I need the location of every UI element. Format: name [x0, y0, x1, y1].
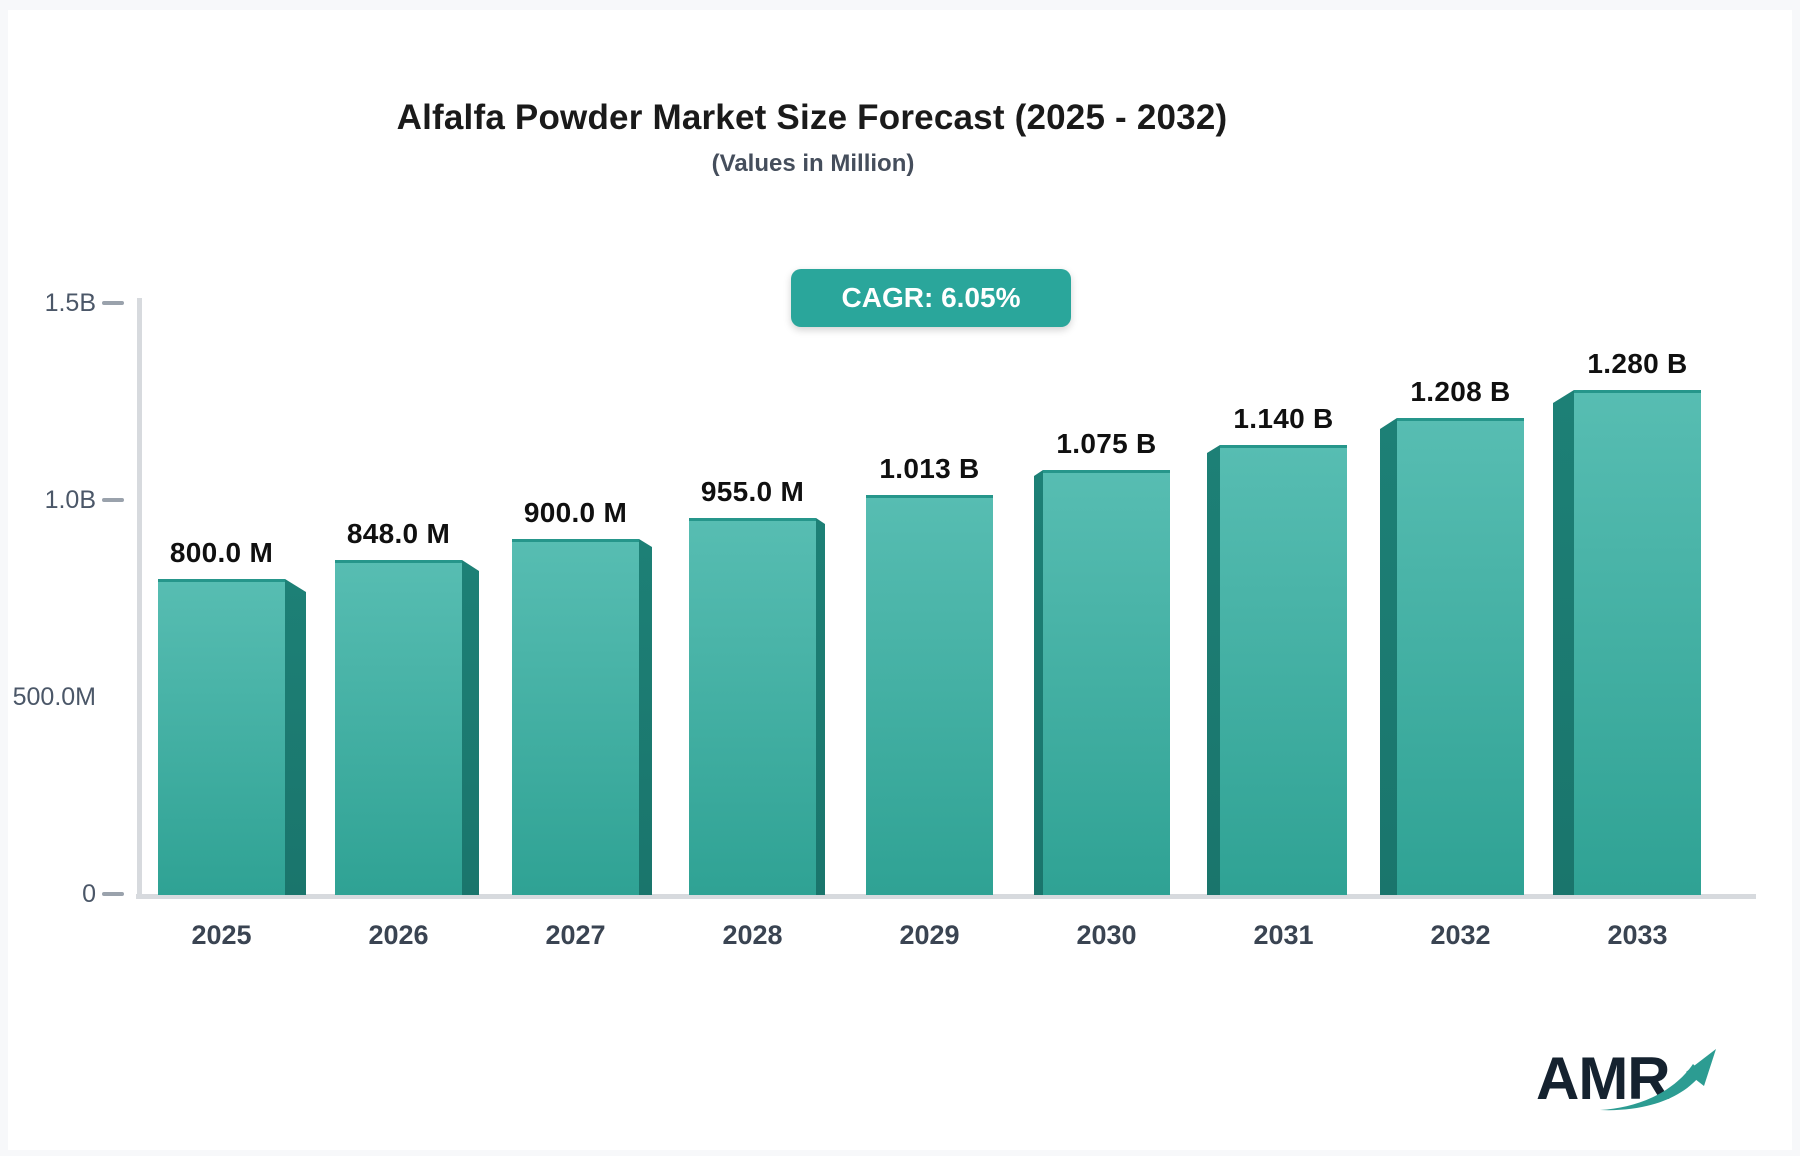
bar-side	[1207, 445, 1220, 895]
bar	[1043, 470, 1170, 895]
bar-value-label: 1.075 B	[1056, 428, 1157, 459]
bar	[1220, 445, 1347, 895]
bar	[158, 579, 285, 895]
x-axis-label: 2032	[1430, 920, 1491, 950]
bar-value-label: 955.0 M	[700, 476, 805, 507]
chart-title: Alfalfa Powder Market Size Forecast (202…	[396, 98, 1228, 137]
bar	[512, 539, 639, 895]
bar-value-label: 1.208 B	[1410, 376, 1511, 407]
x-axis-label: 2027	[545, 920, 606, 950]
amr-logo: AMR	[1536, 1044, 1736, 1134]
x-axis-label: 2026	[368, 920, 429, 950]
bar-value-label: 900.0 M	[523, 497, 628, 528]
bar	[866, 495, 993, 895]
bar-value-label: 1.280 B	[1587, 348, 1688, 379]
bar	[689, 518, 816, 895]
cagr-badge-label: CAGR: 6.05%	[841, 282, 1021, 313]
bar-side	[1380, 418, 1397, 895]
x-axis-label: 2025	[191, 920, 252, 950]
x-axis-line	[136, 894, 1756, 899]
bar-value-label: 1.013 B	[879, 453, 980, 484]
bar-side	[462, 560, 479, 895]
y-axis-label: 500.0M	[12, 683, 96, 711]
y-axis-label: 1.5B	[44, 289, 96, 317]
y-axis-label: 0	[82, 880, 96, 908]
x-axis-label: 2029	[899, 920, 960, 950]
bar-side	[285, 579, 306, 895]
bar-value-label: 1.140 B	[1233, 403, 1334, 434]
chart-canvas: Alfalfa Powder Market Size Forecast (202…	[8, 10, 1792, 1150]
y-axis-line	[137, 298, 142, 899]
bar-side	[816, 518, 825, 895]
bar-value-label: 848.0 M	[346, 518, 451, 549]
cagr-badge: CAGR: 6.05%	[791, 269, 1071, 327]
bar	[1397, 418, 1524, 895]
bar-side	[1553, 390, 1574, 895]
y-axis-tick	[102, 498, 124, 502]
bar	[1574, 390, 1701, 895]
x-axis-label: 2033	[1607, 920, 1668, 950]
bar	[335, 560, 462, 895]
x-axis-label: 2030	[1076, 920, 1137, 950]
bar-side	[1034, 470, 1043, 895]
y-axis-label: 1.0B	[44, 486, 96, 514]
chart-subtitle: (Values in Million)	[711, 150, 915, 177]
x-axis-label: 2028	[722, 920, 783, 950]
y-axis-tick	[102, 892, 124, 896]
growth-arrow-icon	[1600, 1049, 1716, 1111]
bar-side	[639, 539, 652, 895]
bar-value-label: 800.0 M	[169, 537, 274, 568]
x-axis-label: 2031	[1253, 920, 1314, 950]
y-axis-tick	[102, 301, 124, 305]
